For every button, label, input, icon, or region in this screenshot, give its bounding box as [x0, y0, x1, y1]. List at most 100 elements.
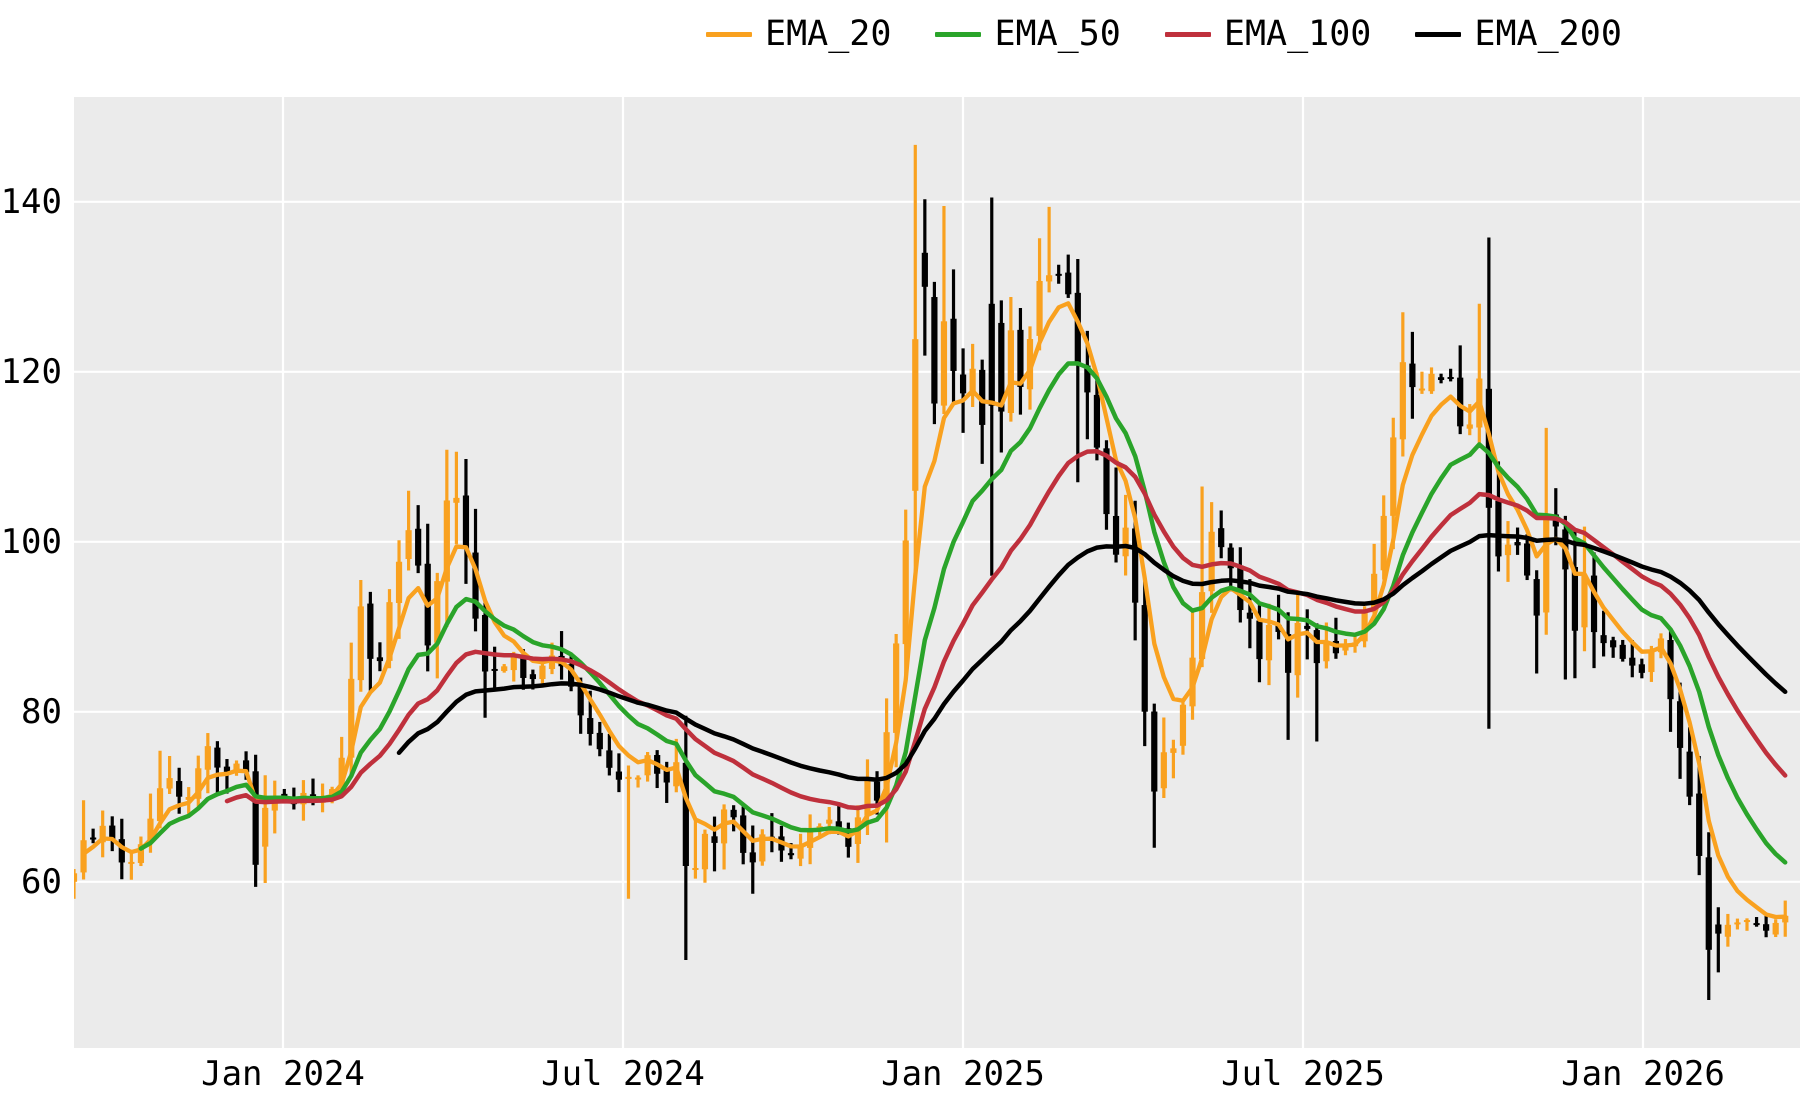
candle-body	[1198, 592, 1206, 660]
candle-body	[128, 861, 135, 864]
candle-body	[1428, 373, 1435, 392]
candle-body	[1151, 711, 1158, 792]
candle-body	[1323, 641, 1330, 662]
candle-body	[1256, 620, 1263, 660]
candle-body	[233, 763, 240, 773]
candle-body	[1457, 377, 1464, 427]
candle-body	[759, 834, 766, 862]
candle-body	[1705, 857, 1712, 950]
ema-200-line-icon	[1415, 31, 1462, 37]
candle-body	[988, 303, 995, 406]
candle-body	[864, 779, 871, 816]
candle-body	[730, 809, 737, 818]
y-tick-label-120: 120	[0, 351, 62, 392]
candle-body	[386, 602, 393, 661]
candle-body	[74, 873, 78, 882]
candle-body	[1103, 448, 1110, 515]
candle-body	[663, 770, 670, 783]
candle-body	[1390, 437, 1397, 516]
y-tick-label-100: 100	[0, 521, 62, 562]
candle-body	[1409, 363, 1416, 388]
candle-body	[931, 297, 938, 404]
candle-body	[1285, 634, 1292, 673]
candle-body	[443, 500, 450, 582]
candle-body	[1208, 531, 1215, 592]
ema-100-line-icon	[1164, 31, 1211, 37]
candle-body	[1112, 515, 1120, 555]
candle-body	[376, 657, 384, 662]
candle-body	[1782, 915, 1789, 923]
candle-body	[367, 603, 374, 659]
candle-body	[1763, 924, 1770, 931]
candle-body	[1648, 650, 1655, 673]
candle-body	[950, 318, 957, 371]
candle-body	[1571, 566, 1579, 631]
candle-body	[1437, 377, 1445, 380]
candle-body	[1524, 543, 1531, 576]
candle-body	[902, 540, 909, 645]
candle-body	[1170, 748, 1177, 753]
candle-body	[262, 807, 269, 847]
candle-body	[634, 777, 642, 780]
candle-body	[998, 322, 1005, 412]
candle-body	[1581, 574, 1588, 628]
candle-body	[1065, 272, 1072, 295]
candle-body	[1371, 573, 1378, 613]
ema-50-line-icon	[935, 31, 982, 37]
candle-body	[577, 683, 584, 716]
legend-label-ema-50: EMA_50	[994, 14, 1121, 54]
candle-body	[1265, 624, 1273, 661]
candle-body	[405, 530, 412, 559]
candle-body	[720, 809, 728, 844]
candle-body	[520, 658, 527, 678]
candle-body	[797, 846, 804, 859]
candle-body	[166, 778, 173, 789]
candle-body	[1743, 920, 1751, 923]
candle-body	[415, 528, 422, 566]
candle-body	[701, 833, 709, 870]
candle-body	[348, 678, 355, 758]
candle-body	[453, 497, 460, 503]
candle-body	[959, 374, 967, 394]
candle-body	[940, 321, 948, 406]
candle-body	[1610, 640, 1617, 648]
candle-body	[1600, 635, 1607, 644]
candle-body	[1629, 657, 1636, 666]
candle-body	[883, 732, 890, 802]
legend: EMA_20 EMA_50 EMA_100 EMA_200	[706, 14, 1622, 54]
y-tick-label-80: 80	[21, 691, 62, 732]
candle-body	[969, 368, 976, 396]
candle-body	[1055, 273, 1062, 276]
candle-body	[529, 674, 536, 680]
candle-body	[644, 755, 651, 776]
candle-body	[395, 561, 403, 604]
candle-body	[921, 252, 928, 287]
candle-body	[1543, 517, 1550, 613]
candle-body	[1619, 644, 1626, 659]
candle-body	[147, 818, 154, 843]
candle-body	[1399, 362, 1406, 440]
candle-body	[223, 766, 231, 772]
candle-body	[1304, 625, 1311, 629]
candle-body	[1504, 544, 1512, 556]
candle-body	[109, 825, 116, 840]
ema-20-line-icon	[706, 31, 752, 37]
candle-body	[242, 760, 250, 773]
candle-body	[1676, 701, 1684, 748]
candle-body	[787, 853, 795, 856]
candle-body	[156, 788, 164, 822]
ema-line-ema_200	[396, 532, 1788, 782]
x-tick-label-jul-2024: Jul 2024	[541, 1054, 705, 1094]
candle-body	[1074, 292, 1081, 364]
x-tick-label-jul-2025: Jul 2025	[1221, 1054, 1385, 1094]
candle-body	[1132, 528, 1139, 603]
candle-body	[1122, 527, 1129, 557]
candle-body	[1007, 330, 1014, 414]
candle-body	[1046, 275, 1053, 282]
candle-body	[1696, 793, 1703, 856]
candle-body	[491, 668, 498, 671]
y-tick-label-60: 60	[21, 861, 62, 902]
y-tick-label-140: 140	[0, 181, 62, 222]
candle-body	[682, 762, 689, 866]
